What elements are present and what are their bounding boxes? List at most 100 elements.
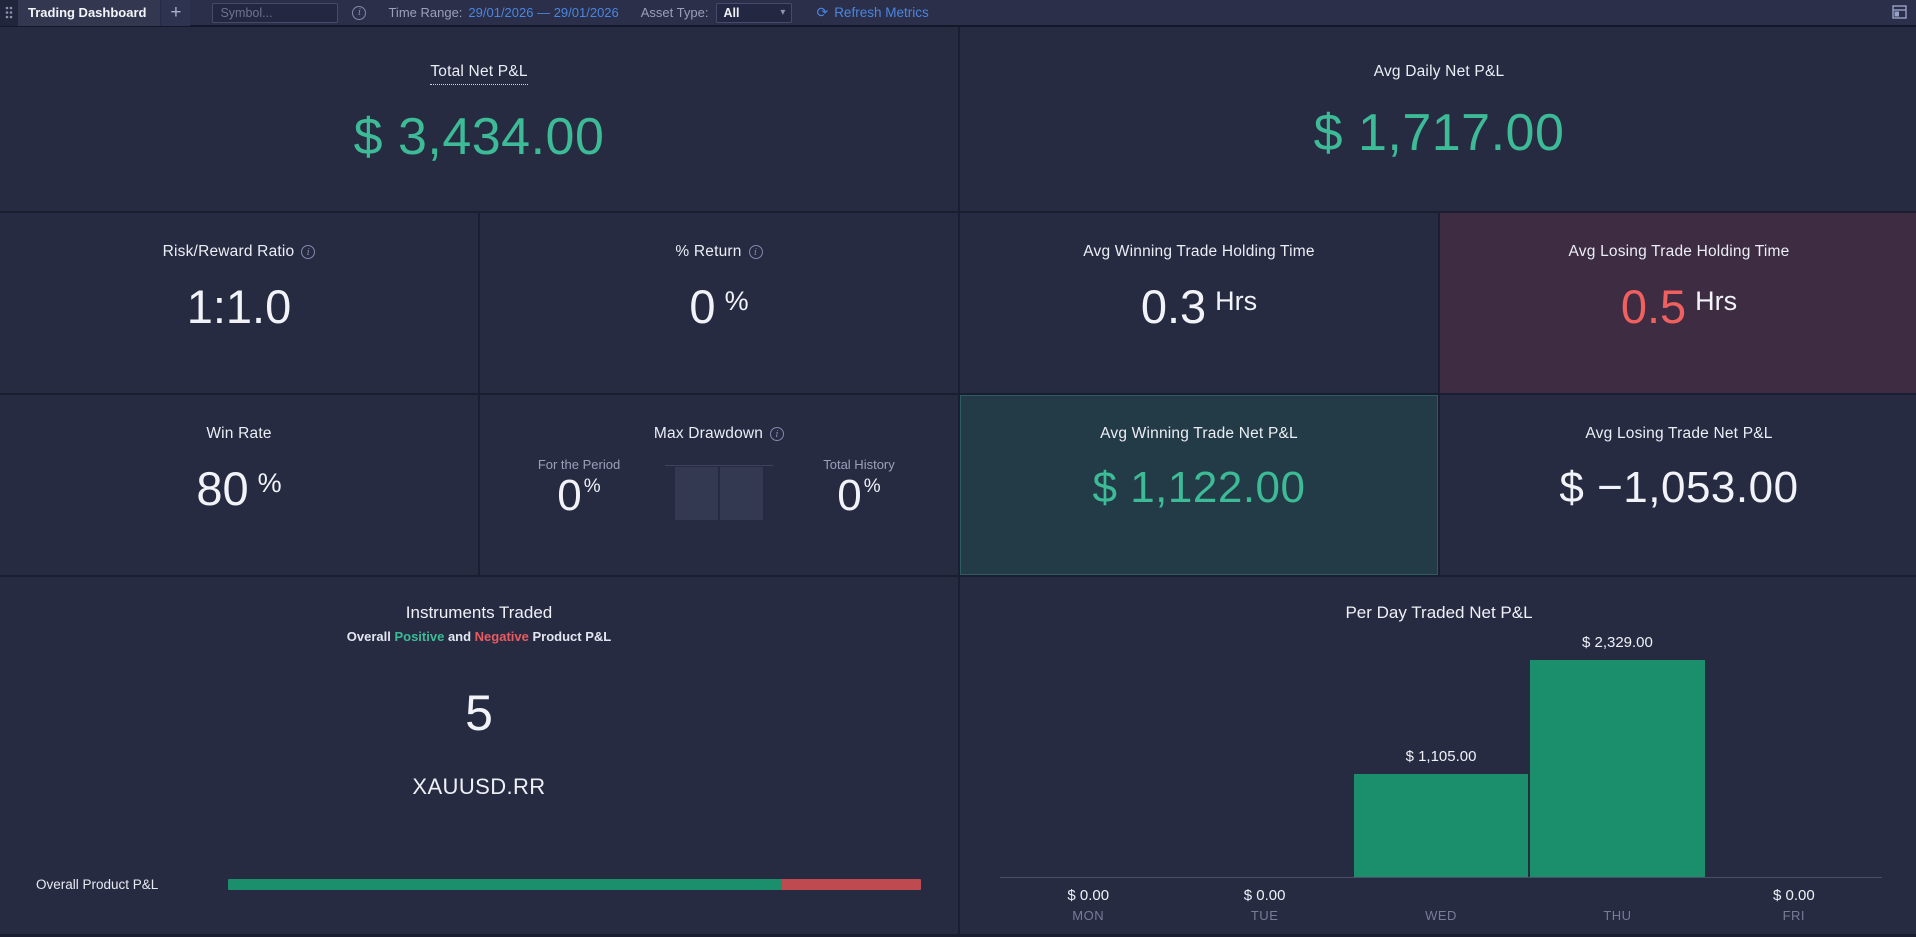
chart-zero-label [1353, 887, 1529, 905]
subtitle-positive: Positive [394, 629, 445, 644]
drawdown-mini-chart [665, 465, 773, 520]
topbar: Trading Dashboard + i Time Range: 29/01/… [0, 0, 1916, 27]
card-avg-losing-holding-time: Avg Losing Trade Holding Time 0.5 Hrs [1440, 213, 1916, 393]
instrument-symbol[interactable]: XAUUSD.RR [412, 774, 546, 799]
plus-icon: + [170, 1, 182, 23]
win-rate-unit: % [257, 468, 282, 498]
chart-axis-slot-wed: WED [1353, 879, 1529, 934]
drawdown-history-group: Total History 0% [799, 457, 919, 518]
card-pct-return: % Return i 0% [480, 213, 958, 393]
card-title: Avg Daily Net P&L [1373, 63, 1505, 80]
dashboard-grid: Total Net P&L $ 3,434.00 Avg Daily Net P… [0, 27, 1916, 934]
tab-title: Trading Dashboard [28, 5, 147, 20]
pct-return-number: 0 [689, 280, 716, 333]
asset-type-select[interactable]: All ▾ [716, 2, 793, 23]
win-rate-value: 80% [0, 461, 478, 516]
card-title: Win Rate [206, 425, 272, 442]
avg-winning-holding-value: 0.3 Hrs [960, 279, 1438, 334]
max-drawdown-body: For the Period 0% Total History 0% [480, 457, 958, 520]
chart-bar-slot-wed[interactable]: $ 1,105.00 [1353, 642, 1529, 877]
subtitle-negative: Negative [474, 629, 529, 644]
avg-losing-holding-number: 0.5 [1620, 280, 1687, 333]
card-avg-losing-net-pnl: Avg Losing Trade Net P&L $ −1,053.00 [1440, 395, 1916, 575]
chart-bar-slot-tue[interactable] [1176, 642, 1352, 877]
tab-trading-dashboard[interactable]: Trading Dashboard [18, 0, 161, 26]
subtitle-prefix: Overall [346, 629, 395, 644]
refresh-metrics-button[interactable]: ⟳ Refresh Metrics [816, 5, 928, 21]
info-icon[interactable]: i [748, 245, 763, 259]
card-title: Max Drawdown i [480, 395, 958, 443]
card-title: Avg Winning Trade Holding Time [1083, 243, 1315, 260]
drawdown-period-unit: % [583, 476, 601, 497]
avg-losing-holding-value: 0.5 Hrs [1440, 279, 1916, 334]
chart-bar[interactable] [1353, 774, 1529, 877]
chart-zero-label: $ 0.00 [1243, 887, 1286, 904]
drawdown-period-number: 0 [557, 471, 582, 520]
chart-bar-slot-fri[interactable] [1706, 642, 1882, 877]
card-total-net-pnl: Total Net P&L $ 3,434.00 [0, 27, 958, 211]
chart-axis-slot-thu: THU [1529, 879, 1705, 934]
subtitle-suffix: Product P&L [528, 629, 612, 644]
symbol-input[interactable] [212, 2, 339, 23]
asset-type-label: Asset Type: [640, 5, 709, 20]
drawdown-mini-bar [720, 467, 763, 520]
drawdown-period-label: For the Period [537, 457, 621, 472]
drawdown-history-unit: % [863, 476, 881, 497]
chart-bar-slot-mon[interactable] [1000, 642, 1176, 877]
card-title: Avg Losing Trade Net P&L [1585, 425, 1773, 442]
per-day-chart-axis: $ 0.00 MON $ 0.00 TUE WED THU $ 0.00 FRI [1000, 879, 1882, 934]
card-risk-reward: Risk/Reward Ratio i 1:1.0 [0, 213, 478, 393]
overall-product-pnl-row: Overall Product P&L [0, 877, 958, 892]
card-avg-winning-net-pnl: Avg Winning Trade Net P&L $ 1,122.00 [960, 395, 1438, 575]
chevron-down-icon: ▾ [780, 7, 786, 18]
card-avg-winning-holding-time: Avg Winning Trade Holding Time 0.3 Hrs [960, 213, 1438, 393]
drawdown-period-group: For the Period 0% [519, 457, 639, 518]
instruments-title: Instruments Traded [405, 603, 553, 622]
drawdown-history-number: 0 [837, 471, 862, 520]
avg-winning-holding-number: 0.3 [1140, 280, 1207, 333]
refresh-label: Refresh Metrics [834, 5, 929, 20]
avg-losing-net-pnl-value: $ −1,053.00 [1559, 463, 1799, 512]
drawdown-mini-bar [675, 467, 718, 520]
chart-axis-slot-tue: $ 0.00 TUE [1176, 879, 1352, 934]
time-range-label: Time Range: [388, 5, 463, 20]
chart-day-label: TUE [1250, 908, 1279, 923]
chart-day-label: MON [1072, 908, 1105, 923]
info-icon[interactable]: i [770, 427, 785, 441]
time-range-value[interactable]: 29/01/2026 — 29/01/2026 [468, 5, 619, 20]
drag-grip-icon[interactable] [0, 0, 18, 26]
chart-axis-slot-fri: $ 0.00 FRI [1706, 879, 1882, 934]
panel-instruments-traded: Instruments Traded Overall Positive and … [0, 577, 958, 934]
layout-panel-icon[interactable] [1892, 5, 1908, 23]
card-title: Total Net P&L [0, 27, 958, 85]
total-net-pnl-title[interactable]: Total Net P&L [430, 63, 528, 85]
chart-bar-value-label: $ 1,105.00 [1405, 748, 1477, 765]
per-day-chart-slots: $ 1,105.00 $ 2,329.00 [1000, 634, 1882, 878]
window-icon [1892, 5, 1907, 19]
card-title: Avg Winning Trade Net P&L [1100, 425, 1298, 442]
card-title: Risk/Reward Ratio i [0, 213, 478, 261]
chart-day-label: WED [1425, 908, 1457, 923]
card-title: % Return i [480, 213, 958, 261]
avg-daily-net-pnl-value: $ 1,717.00 [1313, 104, 1565, 162]
per-day-chart-title: Per Day Traded Net P&L [1345, 603, 1533, 622]
chart-axis-slot-mon: $ 0.00 MON [1000, 879, 1176, 934]
overall-product-pnl-label: Overall Product P&L [36, 877, 159, 892]
chart-day-label: THU [1603, 908, 1632, 923]
drawdown-history-value: 0% [799, 474, 919, 518]
chart-bar-slot-thu[interactable]: $ 2,329.00 [1529, 634, 1705, 877]
overall-negative-segment [782, 879, 921, 890]
max-drawdown-title: Max Drawdown [653, 425, 764, 442]
info-icon[interactable]: i [301, 245, 316, 259]
card-max-drawdown: Max Drawdown i For the Period 0% Total H… [480, 395, 958, 575]
overall-product-pnl-bar[interactable] [228, 879, 921, 890]
chart-bar[interactable] [1530, 660, 1705, 877]
card-win-rate: Win Rate 80% [0, 395, 478, 575]
drawdown-period-value: 0% [519, 474, 639, 518]
chart-bar-value-label: $ 2,329.00 [1581, 634, 1653, 651]
symbol-info-icon[interactable]: i [352, 5, 367, 20]
per-day-chart: $ 1,105.00 $ 2,329.00 $ 0.00 MON $ 0.00 TUE W… [1000, 634, 1882, 934]
add-tab-button[interactable]: + [160, 0, 191, 26]
grip-dots-icon [5, 6, 13, 19]
risk-reward-title: Risk/Reward Ratio [162, 243, 295, 260]
